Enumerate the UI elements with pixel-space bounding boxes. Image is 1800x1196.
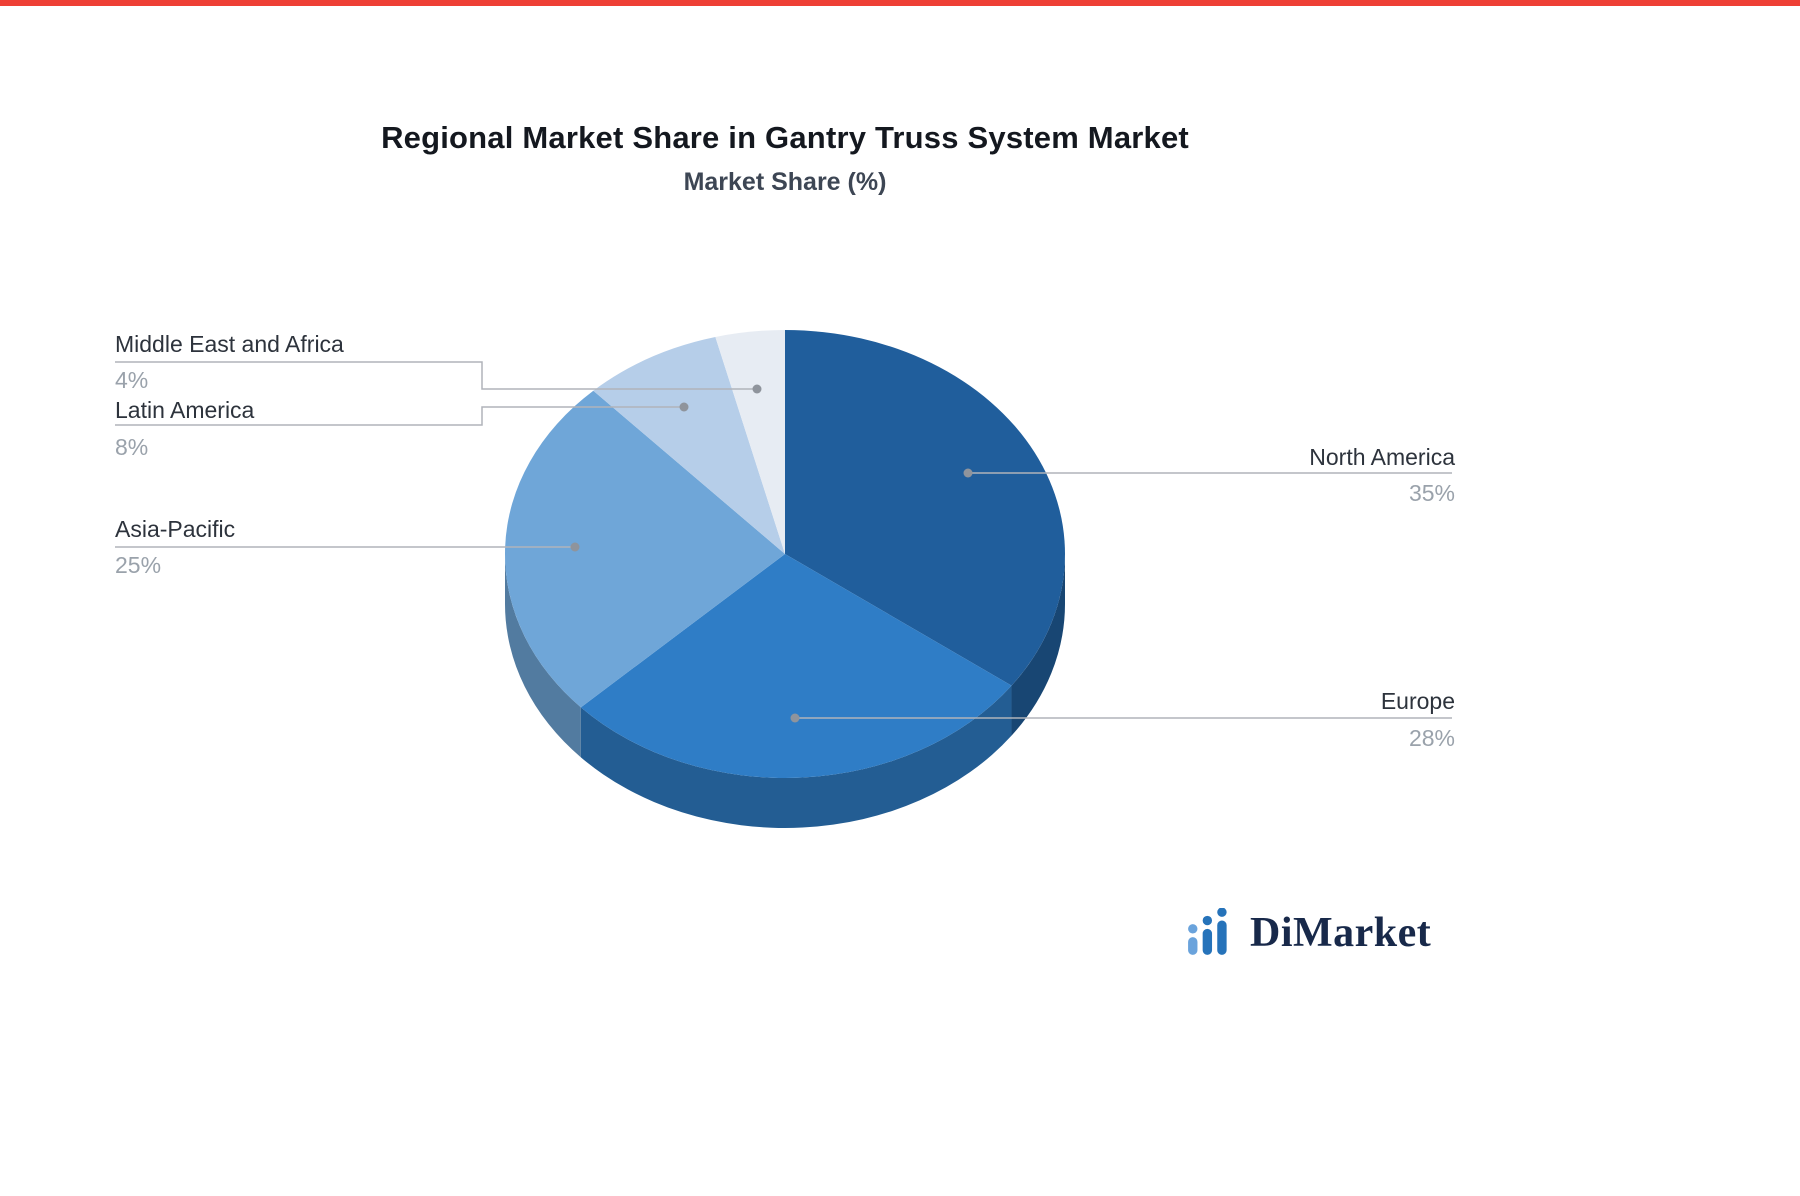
brand-logo: DiMarket — [1186, 908, 1431, 958]
pie-slice-side-asia-pacific — [505, 554, 581, 758]
chart-title: Regional Market Share in Gantry Truss Sy… — [381, 120, 1189, 155]
pie-slice-north-america[interactable] — [785, 330, 1065, 686]
pie-slice-asia-pacific[interactable] — [505, 390, 785, 708]
pie-slice-side-europe — [580, 685, 1012, 829]
pie-slice-europe[interactable] — [580, 554, 1012, 779]
value-asia-pacific: 25% — [115, 552, 162, 578]
top-accent-bar — [0, 0, 1800, 6]
pie-slice-side-north-america — [1011, 554, 1065, 736]
leader-line-middle-east-and-africa — [115, 361, 757, 390]
leader-dot-north-america — [963, 468, 973, 478]
value-north-america: 35% — [1408, 480, 1455, 506]
value-middle-east-and-africa: 4% — [115, 367, 149, 393]
chart-subtitle: Market Share (%) — [683, 168, 887, 196]
leader-dot-middle-east-and-africa — [752, 384, 762, 394]
leader-dot-asia-pacific — [570, 542, 580, 552]
leader-line-latin-america — [115, 406, 684, 426]
leader-dot-latin-america — [679, 402, 689, 412]
value-latin-america: 8% — [115, 434, 149, 460]
label-asia-pacific: Asia-Pacific — [115, 516, 236, 542]
label-europe: Europe — [1380, 688, 1455, 714]
brand-logo-text: DiMarket — [1250, 910, 1432, 956]
label-middle-east-and-africa: Middle East and Africa — [115, 331, 344, 357]
bar-chart-icon — [1188, 908, 1227, 955]
pie-slice-middle-east-and-africa[interactable] — [715, 330, 785, 554]
label-north-america: North America — [1309, 444, 1455, 470]
pie-slice-latin-america[interactable] — [593, 337, 785, 554]
label-latin-america: Latin America — [115, 397, 255, 423]
leader-dot-europe — [790, 713, 800, 723]
value-europe: 28% — [1408, 725, 1455, 751]
